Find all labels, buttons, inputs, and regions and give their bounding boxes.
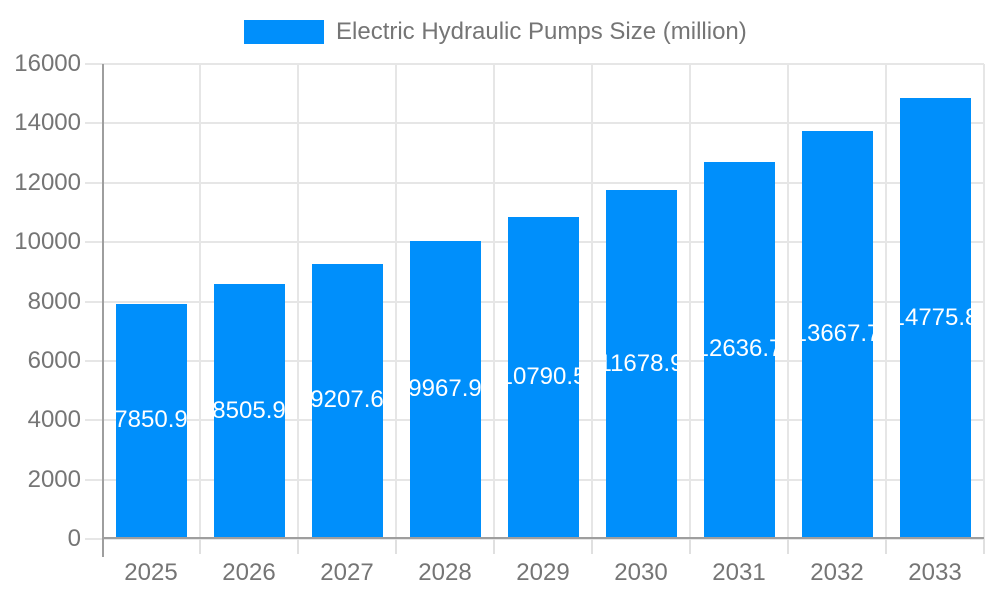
v-gridline — [787, 64, 789, 539]
x-axis-tick-mark — [395, 539, 397, 554]
x-axis-tick-mark — [297, 539, 299, 554]
y-axis-line — [102, 64, 104, 557]
bar-value-label: 11678.9 — [606, 349, 677, 377]
v-gridline — [689, 64, 691, 539]
v-gridline — [395, 64, 397, 539]
h-gridline — [85, 122, 984, 125]
x-axis-tick-label: 2025 — [124, 559, 178, 586]
x-axis-tick-label: 2028 — [418, 559, 472, 586]
y-axis-tick-label: 14000 — [14, 109, 81, 137]
x-axis-tick-mark — [199, 539, 201, 554]
y-axis-tick-label: 16000 — [14, 50, 81, 77]
x-axis-tick-label: 2029 — [516, 559, 570, 586]
y-axis-tick-label: 0 — [67, 525, 81, 552]
bar-value-label: 13667.7 — [802, 320, 873, 348]
x-axis-tick-label: 2026 — [222, 559, 276, 586]
v-gridline — [199, 64, 201, 539]
legend-swatch — [244, 20, 324, 44]
bar-value-label: 8505.9 — [213, 396, 285, 424]
v-gridline — [493, 64, 495, 539]
x-axis-tick-mark — [493, 539, 495, 554]
plot-area: 7850.9 8505.9 9207.6 9967.9 10790.5 11678.9 12… — [85, 63, 985, 557]
x-axis-tick-label: 2031 — [712, 559, 766, 586]
h-gridline — [85, 181, 984, 184]
bar-value-label: 12636.7 — [704, 335, 775, 363]
v-gridline — [297, 64, 299, 539]
y-axis-tick-label: 10000 — [14, 228, 81, 256]
bar-2031[interactable]: 12636.7 — [703, 161, 775, 537]
x-axis-tick-label: 2030 — [614, 559, 668, 586]
x-axis-tick-label: 2032 — [810, 559, 864, 586]
legend-label: Electric Hydraulic Pumps Size (million) — [336, 18, 747, 45]
x-axis-tick-label: 2033 — [908, 559, 962, 586]
v-gridline — [885, 64, 887, 539]
x-axis-tick-mark — [689, 539, 691, 554]
bar-2033[interactable]: 14775.8 — [899, 98, 971, 537]
v-gridline — [983, 64, 985, 539]
y-axis-tick-label: 4000 — [27, 406, 81, 434]
bar-value-label: 14775.8 — [900, 303, 971, 331]
x-axis-tick-mark — [983, 539, 985, 554]
x-axis-baseline — [102, 537, 984, 539]
bar-value-label: 9967.9 — [409, 375, 481, 403]
y-axis-tick-label: 12000 — [14, 168, 81, 196]
bar-2027[interactable]: 9207.6 — [311, 263, 383, 537]
bar-2029[interactable]: 10790.5 — [507, 216, 579, 537]
y-axis-tick-label: 2000 — [27, 465, 81, 493]
bar-value-label: 10790.5 — [508, 362, 579, 390]
bar-2032[interactable]: 13667.7 — [801, 131, 873, 537]
x-axis-tick-label: 2027 — [320, 559, 374, 586]
bar-value-label: 7850.9 — [115, 406, 187, 434]
x-axis-tick-mark — [885, 539, 887, 554]
h-gridline — [85, 538, 984, 540]
bar-2030[interactable]: 11678.9 — [605, 190, 677, 537]
bar-2025[interactable]: 7850.9 — [115, 303, 187, 537]
x-axis-tick-mark — [787, 539, 789, 554]
h-gridline — [85, 63, 984, 65]
y-axis-tick-label: 8000 — [27, 287, 81, 315]
legend: Electric Hydraulic Pumps Size (million) — [0, 0, 1000, 50]
y-axis-tick-label: 6000 — [27, 346, 81, 374]
x-axis-tick-mark — [591, 539, 593, 554]
v-gridline — [591, 64, 593, 539]
bar-2026[interactable]: 8505.9 — [213, 284, 285, 537]
bar-2028[interactable]: 9967.9 — [409, 241, 481, 537]
bar-value-label: 9207.6 — [311, 386, 383, 414]
